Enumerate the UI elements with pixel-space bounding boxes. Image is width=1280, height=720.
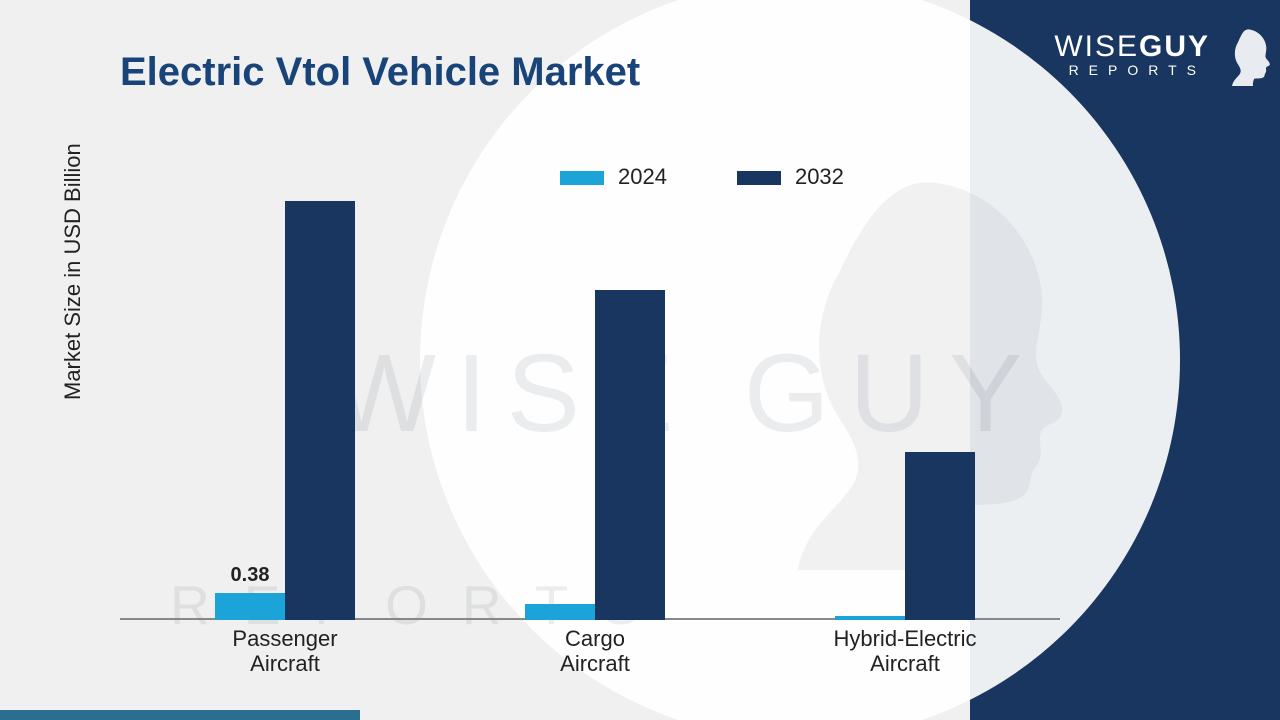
legend-swatch-2032: [737, 171, 781, 185]
cat-l2: Aircraft: [560, 651, 630, 676]
brand-line1: WISEGUY: [1054, 30, 1210, 64]
bar-passenger-2032: [285, 201, 355, 620]
chart-canvas: WISE GUY REPORTS Electric Vtol Vehicle M…: [0, 0, 1280, 720]
bar-group-hybrid: Hybrid-Electric Aircraft: [800, 452, 1010, 620]
cat-l1: Cargo: [565, 626, 625, 651]
cat-l1: Passenger: [232, 626, 337, 651]
legend: 2024 2032: [560, 164, 844, 190]
plot-area: 0.38 Passenger Aircraft Cargo Aircraft H…: [120, 190, 1060, 620]
bar-group-cargo: Cargo Aircraft: [490, 290, 700, 620]
legend-item-2024: 2024: [560, 164, 667, 190]
bar-cargo-2024: [525, 604, 595, 620]
brand-logo: WISEGUY REPORTS: [1054, 30, 1210, 78]
bar-group-passenger: 0.38 Passenger Aircraft: [180, 201, 390, 620]
category-label-hybrid: Hybrid-Electric Aircraft: [795, 626, 1015, 677]
bar-hybrid-2024: [835, 616, 905, 620]
legend-label-2032: 2032: [795, 164, 844, 189]
bar-hybrid-2032: [905, 452, 975, 620]
brand-line2: REPORTS: [1054, 62, 1210, 78]
legend-label-2024: 2024: [618, 164, 667, 189]
bar-passenger-2024: [215, 593, 285, 620]
brand-guy: GUY: [1139, 30, 1210, 63]
logo-head-icon: [1214, 26, 1274, 86]
category-label-passenger: Passenger Aircraft: [175, 626, 395, 677]
category-label-cargo: Cargo Aircraft: [485, 626, 705, 677]
brand-wise: WISE: [1054, 30, 1139, 63]
legend-swatch-2024: [560, 171, 604, 185]
chart-title: Electric Vtol Vehicle Market: [120, 50, 640, 95]
legend-item-2032: 2032: [737, 164, 844, 190]
y-axis-label: Market Size in USD Billion: [60, 143, 86, 400]
value-label-passenger-2024: 0.38: [231, 564, 270, 587]
bottom-accent-bar: [0, 710, 360, 720]
cat-l1: Hybrid-Electric: [833, 626, 976, 651]
bar-cargo-2032: [595, 290, 665, 620]
cat-l2: Aircraft: [250, 651, 320, 676]
cat-l2: Aircraft: [870, 651, 940, 676]
